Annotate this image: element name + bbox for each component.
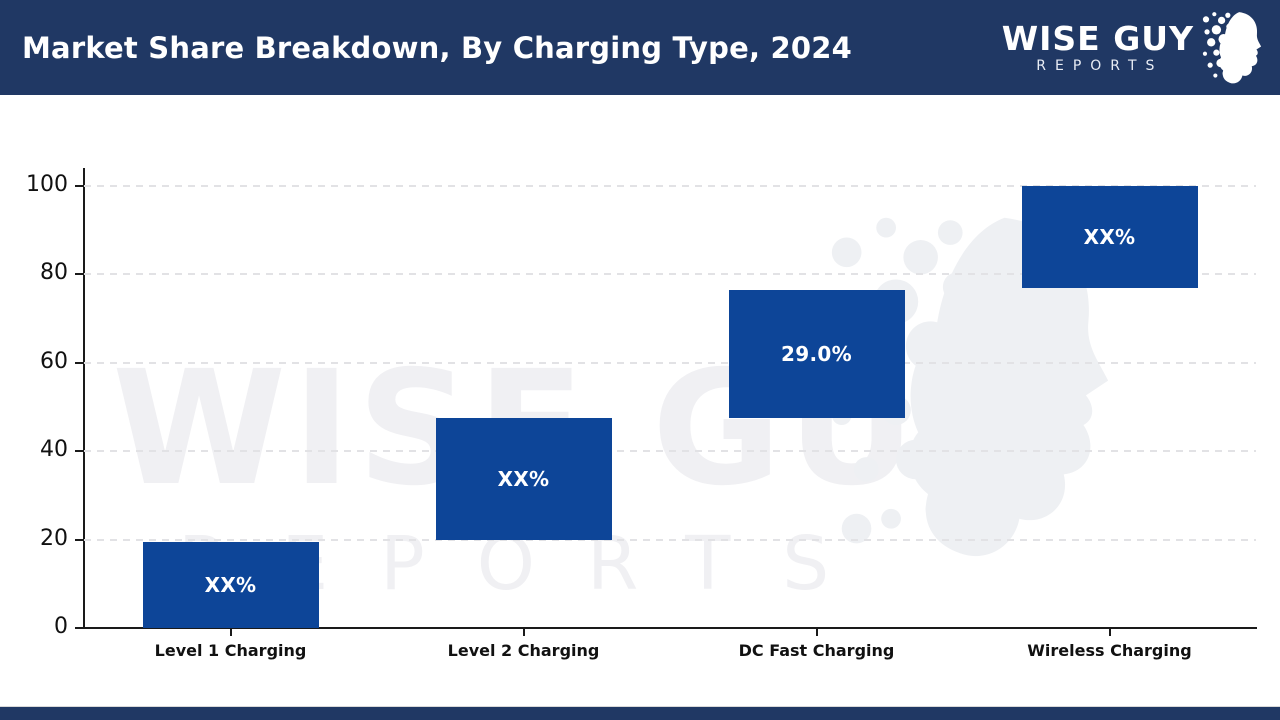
y-tick-label: 80 [40,260,68,286]
bar: 29.0% [728,289,905,419]
x-tick-mark [815,629,818,636]
gridline [84,361,1256,364]
brand-face-icon [1202,11,1262,83]
y-tick-label: 60 [40,348,68,374]
x-category-label: Wireless Charging [1027,641,1192,660]
x-tick-mark [522,629,525,636]
x-category-label: DC Fast Charging [738,641,895,660]
y-tick-mark [75,361,83,364]
gridline [84,450,1256,453]
footer-divider [0,706,1280,707]
bar-value-label: 29.0% [781,341,852,366]
bar-value-label: XX% [204,572,257,597]
bar: XX% [435,418,612,540]
x-axis [83,627,1257,629]
y-tick-label: 40 [40,437,68,463]
footer-bar [0,707,1280,720]
bar-value-label: XX% [1083,224,1136,249]
brand-subtext: REPORTS [1036,57,1164,74]
y-axis [83,168,85,629]
brand-wordmark: WISE GUY [1001,18,1194,58]
x-tick-mark [229,629,232,636]
bar-value-label: XX% [497,466,550,491]
brand-logo-text: WISE GUY REPORTS [1002,22,1194,74]
gridline [84,185,1256,187]
gridline [84,538,1256,541]
x-tick-mark [1108,629,1111,636]
y-tick-mark [75,273,83,276]
y-tick-label: 0 [54,614,68,639]
brand-logo: WISE GUY REPORTS [1002,9,1280,87]
x-category-label: Level 2 Charging [447,641,600,660]
y-tick-label: 100 [26,172,68,197]
gridline [84,273,1256,276]
bar: XX% [1021,186,1198,288]
y-tick-mark [75,627,83,629]
header: Market Share Breakdown, By Charging Type… [0,0,1280,95]
y-tick-mark [75,450,83,453]
y-tick-mark [75,185,83,187]
x-category-label: Level 1 Charging [154,641,307,660]
bar: XX% [142,541,319,628]
y-tick-label: 20 [40,525,68,551]
page-title: Market Share Breakdown, By Charging Type… [22,30,852,65]
y-tick-mark [75,538,83,541]
